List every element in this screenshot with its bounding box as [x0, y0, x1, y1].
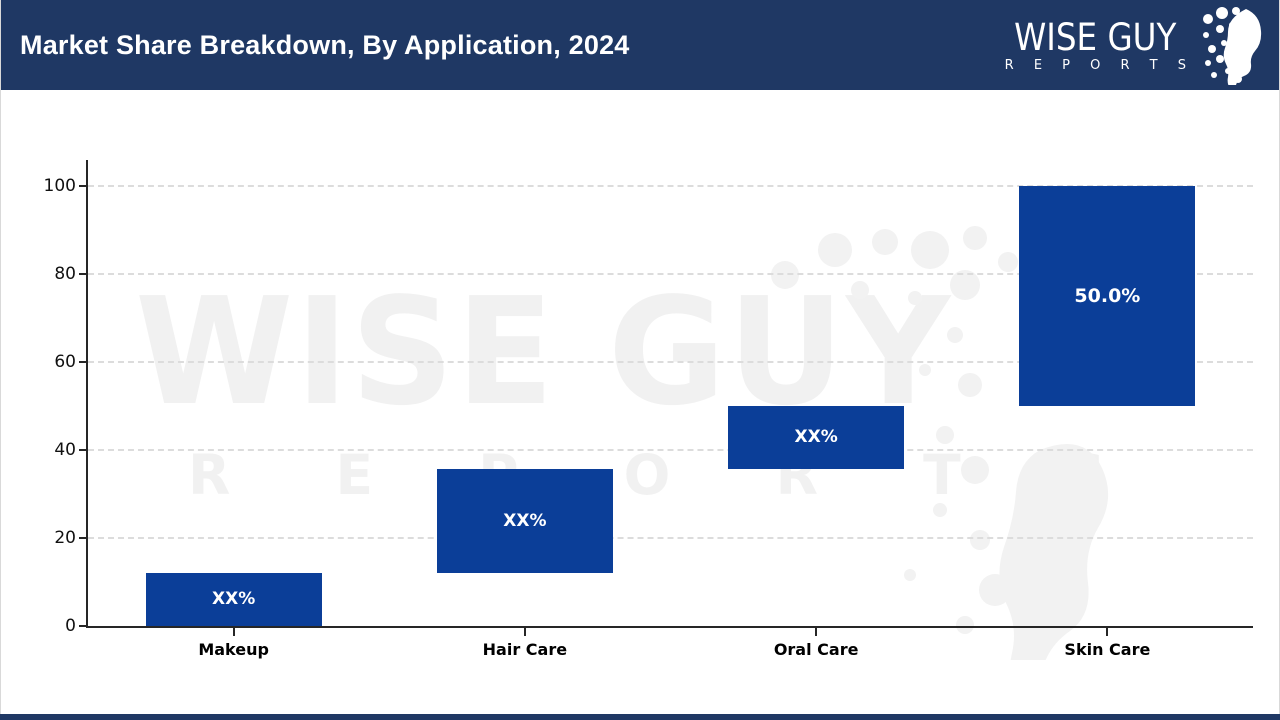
- y-tick-mark-20: [79, 537, 87, 539]
- x-tick-label-skin-care: Skin Care: [1064, 640, 1151, 659]
- x-tick-label-makeup: Makeup: [198, 640, 269, 659]
- x-tick-mark-hair-care: [523, 628, 526, 636]
- y-tick-mark-80: [79, 273, 87, 275]
- logo-head-icon: [1203, 7, 1262, 85]
- y-tick-label-60: 60: [54, 352, 76, 372]
- wise-guy-reports-logo: WISE GUY R E P O R T S: [997, 5, 1266, 85]
- bar-skin-care: [1019, 186, 1196, 406]
- x-tick-label-oral-care: Oral Care: [773, 640, 859, 659]
- gridline-40: [88, 449, 1253, 451]
- bar-hair-care: [436, 468, 613, 574]
- y-tick-label-100: 100: [43, 176, 76, 196]
- x-tick-label-hair-care: Hair Care: [482, 640, 568, 659]
- footer-bar: [0, 714, 1280, 720]
- x-tick-mark-skin-care: [1106, 628, 1109, 636]
- header-bar: Market Share Breakdown, By Application, …: [0, 0, 1280, 90]
- bar-value-label-hair-care: XX%: [503, 510, 547, 531]
- gridline-80: [88, 273, 1253, 275]
- gridline-60: [88, 361, 1253, 363]
- bar-value-label-oral-care: XX%: [794, 427, 838, 447]
- page-title: Market Share Breakdown, By Application, …: [20, 29, 630, 60]
- chart-plot-area: 0 20 40 60 80 100 XX% Makeup XX% Hair Care XX% Oral…: [0, 90, 1280, 715]
- gridline-20: [88, 537, 1253, 539]
- y-tick-mark-100: [79, 185, 87, 187]
- bar-value-label-makeup: XX%: [212, 589, 256, 610]
- x-axis-spine: [86, 626, 1253, 628]
- bar-makeup: [145, 573, 322, 626]
- x-tick-mark-oral-care: [815, 628, 818, 636]
- y-axis-spine: [86, 160, 88, 628]
- y-tick-mark-0: [79, 625, 87, 627]
- y-tick-label-80: 80: [54, 264, 76, 284]
- logo-wordmark: WISE GUY: [1014, 15, 1177, 59]
- bar-value-label-skin-care: 50.0%: [1074, 285, 1141, 307]
- logo-subtitle: R E P O R T S: [1004, 57, 1194, 73]
- gridline-100: [88, 185, 1253, 187]
- x-tick-mark-makeup: [232, 628, 235, 636]
- bar-oral-care: [728, 406, 905, 469]
- y-tick-mark-60: [79, 361, 87, 363]
- y-tick-mark-40: [79, 449, 87, 451]
- y-tick-label-40: 40: [54, 440, 76, 460]
- y-tick-label-20: 20: [54, 528, 76, 548]
- y-tick-label-0: 0: [65, 616, 76, 636]
